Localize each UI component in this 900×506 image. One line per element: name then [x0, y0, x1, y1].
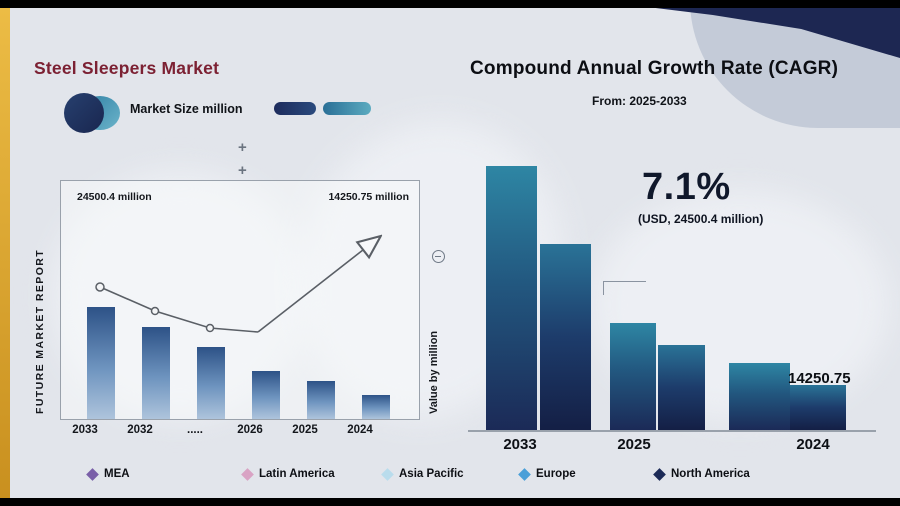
legend-label: Latin America [259, 468, 335, 480]
top-letterbox-bar [0, 0, 900, 8]
right-xaxis-label: 2025 [617, 436, 651, 453]
left-bar-2033 [87, 307, 115, 419]
right-xaxis-label: 2033 [503, 436, 537, 453]
left-bar-2025 [307, 381, 335, 419]
legend-diamond-icon [653, 467, 666, 481]
right-bar-2033-series-2 [540, 244, 591, 430]
legend-label: Asia Pacific [399, 468, 464, 480]
right-bar-chart [468, 160, 880, 430]
left-xaxis-label: 2025 [292, 424, 318, 436]
right-bar-2024-series-1 [729, 363, 790, 430]
corner-wedge-decoration [655, 8, 900, 58]
right-bar-2033-series-1 [486, 166, 537, 430]
value-annotation: 14250.75 [788, 370, 851, 387]
plus-decoration: + [238, 139, 247, 156]
legend-label: Europe [536, 468, 576, 480]
left-bar-2024 [362, 395, 390, 419]
left-bar-2032 [142, 327, 170, 419]
legend-item-latin-america: Latin America [241, 464, 335, 484]
left-bar-chart: 24500.4 million 14250.75 million [60, 180, 420, 420]
cagr-subtitle: From: 2025-2033 [592, 94, 687, 108]
bottom-letterbox-bar [0, 498, 900, 506]
left-chart-title: Steel Sleepers Market [34, 58, 220, 78]
cagr-title: Compound Annual Growth Rate (CAGR) [470, 58, 839, 79]
right-xaxis-label: 2024 [796, 436, 830, 453]
plus-decoration: + [238, 162, 247, 179]
navy-pill-icon [274, 102, 316, 115]
legend-diamond-icon [518, 467, 531, 481]
left-xaxis-label: 2024 [347, 424, 373, 436]
future-market-report-label: FUTURE MARKET REPORT [34, 248, 46, 414]
min-value-label: 14250.75 million [328, 191, 409, 203]
value-by-million-label: Value by million [428, 330, 440, 414]
left-xaxis-label: ..... [187, 424, 203, 436]
legend-pills [274, 102, 371, 115]
legend-item-asia-pacific: Asia Pacific [381, 464, 464, 484]
left-chart-xaxis: 2033 2032..... 2026 2025 2024 [60, 424, 420, 444]
legend-item-europe: Europe [518, 464, 576, 484]
legend-label: North America [671, 468, 750, 480]
right-chart-xaxis: 2033 2025 2024 [468, 436, 880, 458]
left-xaxis-label: 2032 [127, 424, 153, 436]
right-chart-bars [468, 160, 880, 430]
cylinder-icon [64, 93, 122, 133]
region-legend: MEA Latin America Asia Pacific Europe North … [0, 464, 900, 486]
legend-diamond-icon [86, 467, 99, 481]
circle-dash-icon [432, 250, 445, 263]
legend-label: MEA [104, 468, 130, 480]
left-bar-..... [197, 347, 225, 419]
gold-edge-strip [0, 8, 10, 498]
left-xaxis-label: 2033 [72, 424, 98, 436]
market-size-legend-label: Market Size million [130, 102, 243, 116]
legend-diamond-icon [381, 467, 394, 481]
legend-item-mea: MEA [86, 464, 130, 484]
right-bar-2025-series-2 [658, 345, 705, 430]
cagr-percentage: 7.1% [642, 166, 731, 208]
cagr-usd-note: (USD, 24500.4 million) [638, 212, 764, 226]
teal-pill-icon [323, 102, 371, 115]
legend-diamond-icon [241, 467, 254, 481]
legend-item-north-america: North America [653, 464, 750, 484]
left-chart-bars [61, 181, 419, 419]
left-bar-2026 [252, 371, 280, 419]
right-bar-2024-series-2 [790, 385, 846, 430]
trend-arrow-line [95, 181, 419, 333]
cylinder-icon-front [64, 93, 104, 133]
right-chart-baseline [468, 430, 876, 432]
right-bar-2025-series-1 [610, 323, 656, 430]
max-value-label: 24500.4 million [77, 191, 152, 203]
step-line-decoration [603, 281, 646, 295]
left-xaxis-label: 2026 [237, 424, 263, 436]
